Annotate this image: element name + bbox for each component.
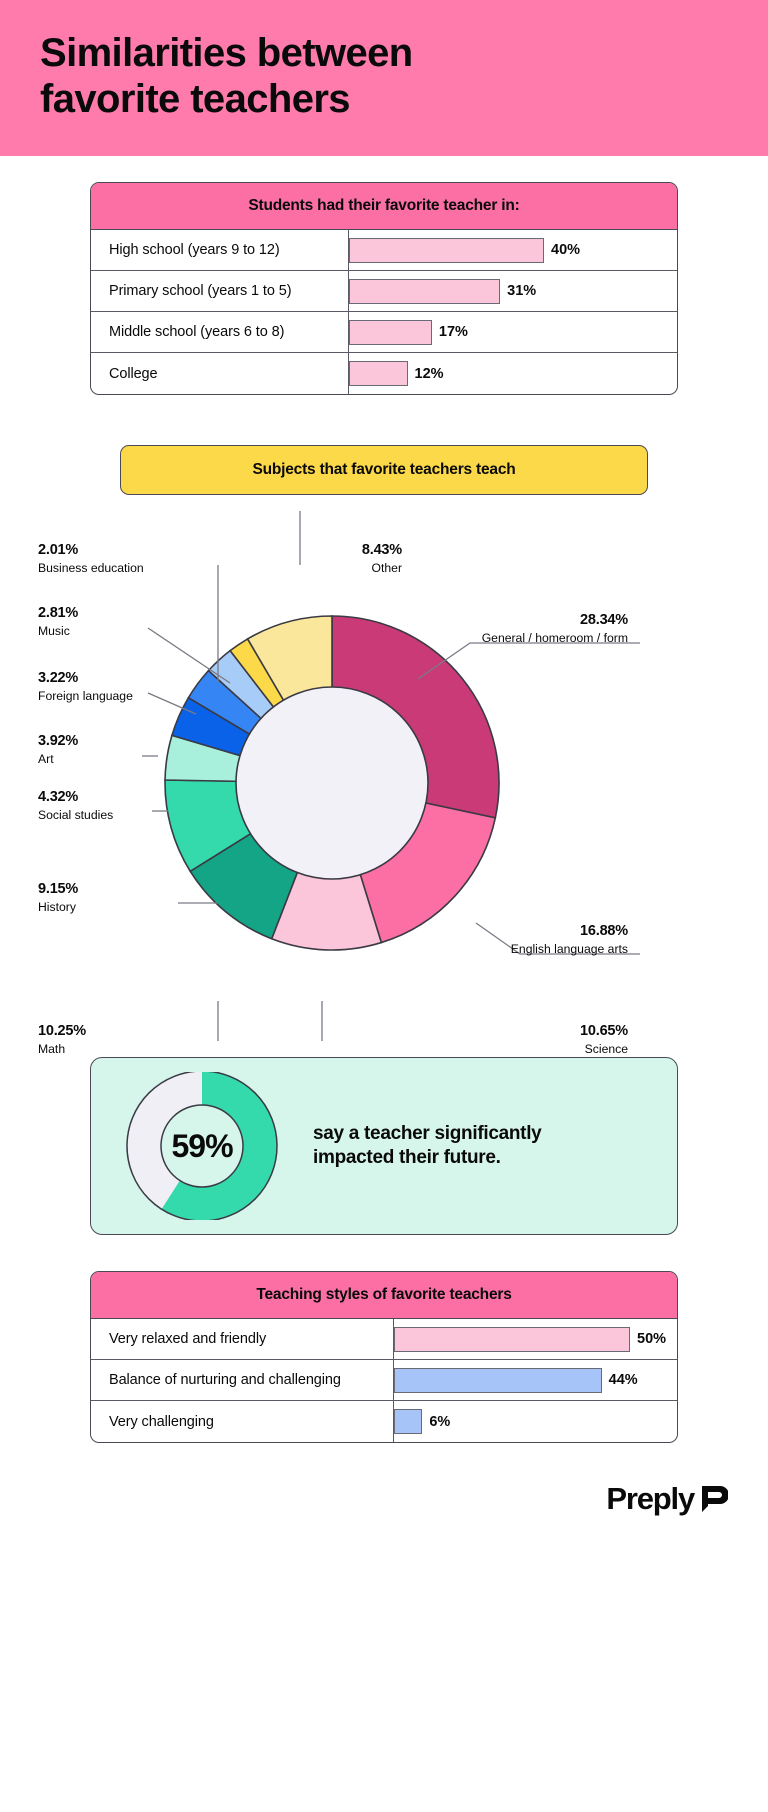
pie-callout-name: Other [371, 561, 402, 576]
impact-donut: 59% [117, 1070, 287, 1222]
pie-leader-line [147, 627, 231, 684]
table-row-bar [394, 1326, 630, 1352]
table-row-bar-cell: 6% [394, 1401, 677, 1442]
styles-rows: Very relaxed and friendly 50% Balance of n… [91, 1319, 677, 1442]
table-row-bar [394, 1409, 423, 1434]
pie-leader-line [321, 1001, 323, 1041]
table-row-bar [349, 319, 432, 345]
table-row-bar [394, 1367, 602, 1393]
table-row-bar-cell: 31% [349, 271, 677, 311]
pie-callout-name: Foreign language [38, 689, 133, 704]
subjects-pie-chart: 28.34% General / homeroom / form 16.88% Eng… [0, 511, 768, 1056]
table-row-label: High school (years 9 to 12) [91, 230, 349, 270]
table-row-bar [349, 237, 544, 263]
pie-callout-name: Social studies [38, 808, 114, 823]
table-row: Primary school (years 1 to 5) 31% [91, 271, 677, 312]
table-row: High school (years 9 to 12) 40% [91, 230, 677, 271]
pie-leader-line [475, 922, 640, 955]
pie-callout-value: 3.92% [38, 733, 79, 749]
pie-callout-label: 4.32% Social studies [38, 788, 113, 823]
table-row-label: Balance of nurturing and challenging [91, 1360, 394, 1400]
table-row-bar [349, 361, 408, 386]
pie-callout-name: Art [38, 752, 54, 767]
pie-callout-label: 8.43% Other [0, 541, 402, 576]
table-row-label: Middle school (years 6 to 8) [91, 312, 349, 352]
table-row: College 12% [91, 353, 677, 394]
preply-mark-icon [702, 1486, 728, 1512]
table-row: Very challenging 6% [91, 1401, 677, 1442]
pie-callout-label: 10.65% Science [0, 1022, 628, 1057]
pie-callout-name: English language arts [510, 942, 628, 957]
pie-callout-value: 28.34% [580, 612, 628, 628]
pie-callout-name: Business education [38, 561, 144, 576]
page-title: Similarities between favorite teachers [40, 31, 413, 121]
preply-wordmark: Preply [606, 1481, 695, 1516]
table-row-bar-cell: 40% [349, 230, 677, 270]
table-row-bar-cell: 12% [349, 353, 677, 394]
pie-callout-name: Science [584, 1042, 628, 1057]
schools-table: Students had their favorite teacher in: … [90, 182, 678, 395]
pie-callout-name: Math [38, 1042, 66, 1057]
subjects-banner: Subjects that favorite teachers teach [120, 445, 648, 495]
table-row: Middle school (years 6 to 8) 17% [91, 312, 677, 353]
pie-leader-line [417, 642, 640, 680]
table-row-value: 40% [551, 242, 581, 258]
schools-table-heading: Students had their favorite teacher in: [91, 183, 677, 230]
table-row-value: 44% [608, 1372, 638, 1388]
preply-logo[interactable]: Preply [606, 1481, 728, 1517]
pie-leader-lines [142, 511, 640, 1041]
impact-text: say a teacher significantly impacted the… [313, 1122, 542, 1168]
pie-callout-label: 3.92% Art [38, 732, 78, 767]
pie-callout-value: 3.22% [38, 670, 79, 686]
table-row-value: 31% [507, 283, 537, 299]
impact-donut-svg [126, 1070, 278, 1222]
pie-callout-name: Music [38, 624, 70, 639]
pie-callout-label: 10.25% Math [38, 1022, 86, 1057]
table-row-value: 17% [438, 324, 468, 340]
pie-svg [142, 511, 640, 1041]
pie-hole [235, 686, 429, 880]
pie-callout-value: 2.01% [38, 542, 79, 558]
page-header: Similarities between favorite teachers [0, 0, 768, 156]
table-row-value: 12% [414, 365, 444, 382]
table-row: Balance of nurturing and challenging 44% [91, 1360, 677, 1401]
pie-callout-value: 9.15% [38, 881, 79, 897]
table-row-value: 6% [429, 1413, 451, 1430]
pie-callout-value: 2.81% [38, 605, 79, 621]
pie-callout-label: 3.22% Foreign language [38, 669, 133, 704]
impact-donut-inner-ring [160, 1104, 244, 1188]
table-row-bar-cell: 44% [394, 1360, 677, 1400]
pie-callout-name: General / homeroom / form [481, 631, 628, 646]
impact-percent: 59% [171, 1127, 233, 1164]
styles-table: Teaching styles of favorite teachers Ver… [90, 1271, 678, 1443]
pie-callout-label: 2.01% Business education [38, 541, 144, 576]
page-footer: Preply [0, 1443, 768, 1543]
table-row-bar-cell: 17% [349, 312, 677, 352]
pie-callout-value: 10.25% [38, 1023, 86, 1039]
table-row-bar [349, 278, 501, 304]
impact-panel: 59% say a teacher significantly impacted… [90, 1057, 678, 1235]
table-row: Very relaxed and friendly 50% [91, 1319, 677, 1360]
pie-leader-line [147, 692, 197, 715]
pie-callout-value: 16.88% [580, 923, 628, 939]
pie-callout-value: 8.43% [361, 542, 402, 558]
pie-callout-label: 28.34% General / homeroom / form [0, 611, 629, 646]
schools-rows: High school (years 9 to 12) 40% Primary sc… [91, 230, 677, 394]
table-row-label: Primary school (years 1 to 5) [91, 271, 349, 311]
table-row-bar-cell: 50% [394, 1319, 677, 1359]
pie-callout-value: 10.65% [580, 1023, 628, 1039]
pie-callout-label: 2.81% Music [38, 604, 78, 639]
table-row-label: College [91, 353, 349, 394]
pie-callout-label: 9.15% History [38, 880, 78, 915]
table-row-value: 50% [637, 1331, 667, 1347]
pie-callout-value: 4.32% [38, 789, 79, 805]
styles-table-heading: Teaching styles of favorite teachers [91, 1272, 677, 1319]
pie-callout-name: History [38, 900, 76, 915]
table-row-label: Very challenging [91, 1401, 394, 1442]
table-row-label: Very relaxed and friendly [91, 1319, 394, 1359]
impact-donut-arc [127, 1071, 277, 1221]
pie-callout-label: 16.88% English language arts [0, 922, 628, 957]
